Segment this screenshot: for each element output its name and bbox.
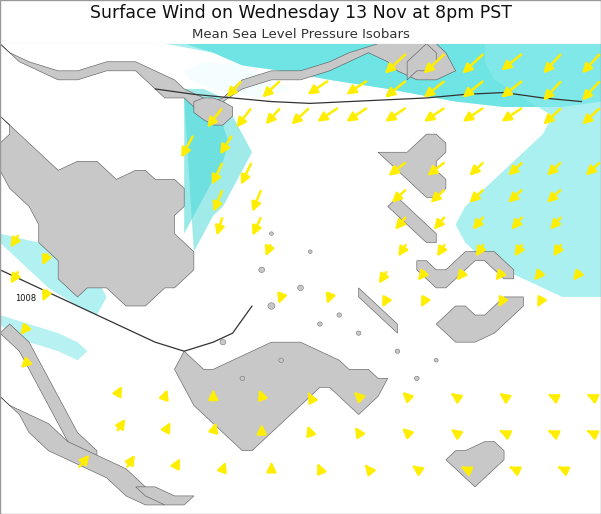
Circle shape <box>415 376 419 380</box>
Circle shape <box>356 331 361 335</box>
Polygon shape <box>0 234 106 315</box>
Polygon shape <box>359 288 397 333</box>
Text: Surface Wind on Wednesday 13 Nov at 8pm PST: Surface Wind on Wednesday 13 Nov at 8pm … <box>90 4 511 22</box>
Polygon shape <box>446 442 504 487</box>
Polygon shape <box>165 44 601 107</box>
Circle shape <box>269 232 273 235</box>
Circle shape <box>240 376 245 380</box>
Circle shape <box>297 285 304 290</box>
Polygon shape <box>378 134 446 197</box>
Polygon shape <box>174 342 388 451</box>
Text: Mean Sea Level Pressure Isobars: Mean Sea Level Pressure Isobars <box>192 28 409 42</box>
Polygon shape <box>184 98 229 234</box>
Polygon shape <box>0 44 456 116</box>
Circle shape <box>268 303 275 309</box>
Circle shape <box>317 322 322 326</box>
Polygon shape <box>0 315 87 360</box>
Circle shape <box>395 349 400 353</box>
Circle shape <box>435 358 438 362</box>
Polygon shape <box>0 324 97 460</box>
Polygon shape <box>456 44 601 297</box>
Circle shape <box>337 313 341 317</box>
Polygon shape <box>0 396 165 505</box>
Circle shape <box>220 339 226 345</box>
Circle shape <box>308 250 312 253</box>
Text: 1008: 1008 <box>16 293 37 303</box>
Polygon shape <box>417 252 514 288</box>
Polygon shape <box>436 297 523 342</box>
Polygon shape <box>184 62 291 98</box>
Polygon shape <box>0 116 194 306</box>
Polygon shape <box>106 44 601 107</box>
Polygon shape <box>388 197 436 243</box>
Polygon shape <box>136 487 194 505</box>
Circle shape <box>259 267 264 272</box>
Polygon shape <box>194 98 233 125</box>
Polygon shape <box>407 44 436 80</box>
Polygon shape <box>174 89 252 252</box>
Circle shape <box>279 358 284 362</box>
